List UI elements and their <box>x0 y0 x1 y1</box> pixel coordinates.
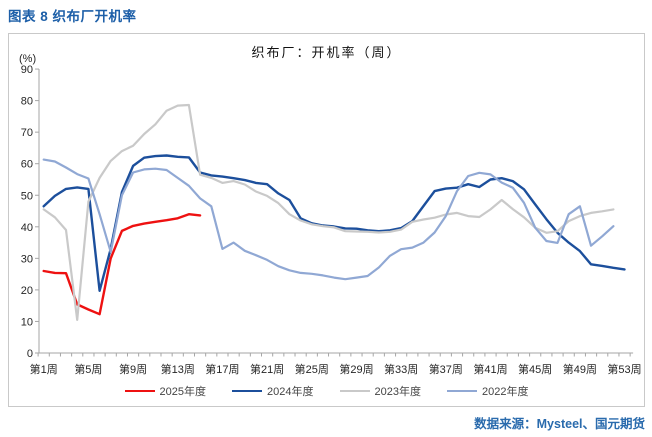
y-axis-tick-label: 40 <box>21 222 33 234</box>
line-chart-plot: (%)0102030405060708090第1周 第5周 第9周 第13周 第17周第… <box>19 53 642 376</box>
y-axis-tick-label: 70 <box>21 127 33 139</box>
y-axis-unit-label: (%) <box>19 53 36 65</box>
x-axis-tick-label: 第29周 <box>339 362 373 376</box>
y-axis-tick-label: 20 <box>21 285 33 297</box>
legend-label: 2022年度 <box>481 386 529 398</box>
y-axis-tick-label: 0 <box>27 348 33 360</box>
legend-item: 2023年度 <box>339 383 421 399</box>
chart-frame: 织布厂：开机率（周） (%) 0 10 20 30 40 50 60 70 80 90 第1周 第5周 第… <box>8 33 645 407</box>
legend-item: 2024年度 <box>232 383 314 399</box>
x-axis-tick-label: 第37周 <box>429 362 463 376</box>
y-axis-tick-label: 30 <box>21 253 33 265</box>
y-axis-tick-label: 60 <box>21 159 33 171</box>
x-axis-tick-label: 第21周 <box>250 362 284 376</box>
x-axis-tick-label: 第25周 <box>295 362 329 376</box>
legend-label: 2025年度 <box>159 386 207 398</box>
chart-legend: 2025年度 2024年度 2023年度 2022年度 <box>9 383 644 399</box>
legend-line-swatch <box>339 389 370 393</box>
chart-title: 织布厂：开机率（周） <box>251 45 402 60</box>
series-line-2025年度 <box>42 212 202 316</box>
y-axis-tick-label: 10 <box>21 316 33 328</box>
x-axis-tick-label: 第1周 <box>30 362 58 376</box>
y-axis-tick-label: 80 <box>21 96 33 108</box>
x-axis-tick-label: 第53周 <box>607 362 641 376</box>
legend-label: 2024年度 <box>267 386 314 398</box>
y-axis-tick-label: 50 <box>21 190 33 202</box>
series-line-2022年度 <box>42 158 615 281</box>
x-axis-tick-label: 第33周 <box>384 362 418 376</box>
series-line-2023年度 <box>42 103 615 321</box>
legend-label: 2023年度 <box>374 386 421 398</box>
x-axis-tick-label: 第41周 <box>473 362 507 376</box>
legend-line-swatch <box>124 389 155 393</box>
x-axis-tick-label: 第17周 <box>205 362 239 376</box>
y-axis-tick-label: 90 <box>21 64 33 76</box>
x-axis-tick-label: 第9周 <box>119 362 147 376</box>
legend-item: 2025年度 <box>124 383 207 399</box>
x-axis-tick-label: 第49周 <box>563 362 597 376</box>
page-title: 图表 8 织布厂开机率 <box>8 9 137 24</box>
x-axis-tick-label: 第45周 <box>518 362 552 376</box>
legend-line-swatch <box>232 389 263 393</box>
legend-line-swatch <box>446 389 477 393</box>
data-source-note: 数据来源：Mysteel、国元期货 <box>474 417 645 431</box>
legend-item: 2022年度 <box>446 383 529 399</box>
x-axis-tick-label: 第13周 <box>161 362 195 376</box>
x-axis-tick-label: 第5周 <box>74 362 102 376</box>
